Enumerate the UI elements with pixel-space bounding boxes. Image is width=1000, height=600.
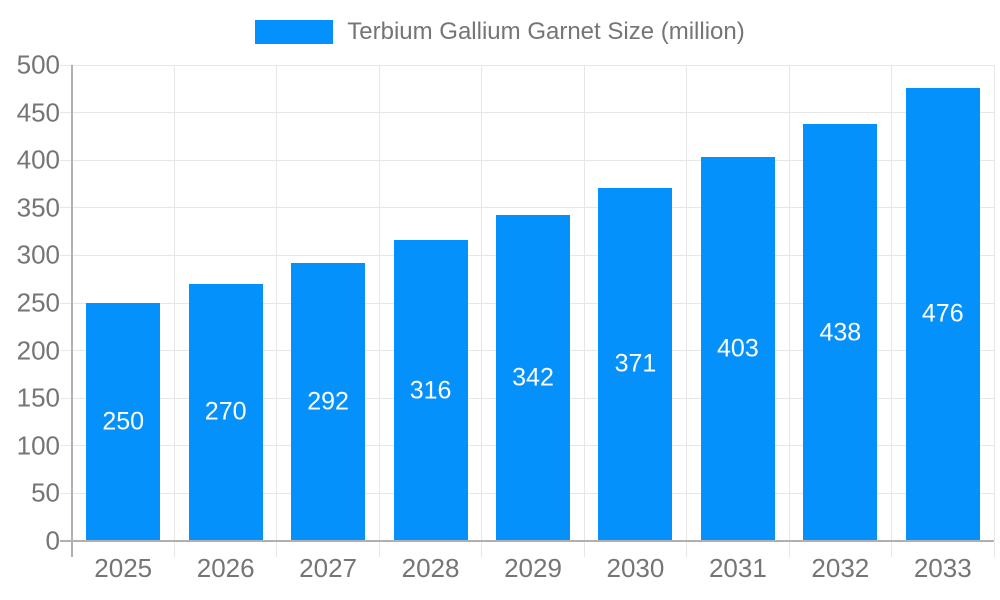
x-axis-label: 2025 — [94, 553, 153, 583]
bar[interactable]: 403 — [700, 157, 775, 541]
bar-value-label: 316 — [409, 376, 452, 405]
gridline-vertical — [378, 65, 380, 541]
gridline-vertical — [891, 65, 893, 541]
bar-value-label: 371 — [614, 349, 657, 378]
legend-swatch — [255, 20, 334, 44]
y-axis-tick — [60, 254, 72, 256]
y-axis-label: 50 — [31, 477, 60, 508]
bar-value-label: 292 — [307, 387, 349, 416]
x-axis-tick — [583, 542, 585, 557]
y-axis-tick — [60, 112, 72, 114]
x-axis-tick — [378, 542, 380, 557]
y-axis-tick — [60, 397, 72, 399]
gridline-vertical — [481, 65, 483, 541]
x-axis-line — [60, 540, 994, 542]
x-axis-label: 2027 — [299, 553, 358, 583]
y-axis-tick — [60, 159, 72, 161]
x-axis-label: 2029 — [504, 553, 562, 583]
legend-series-label: Terbium Gallium Garnet Size (million) — [347, 18, 745, 45]
bar[interactable]: 371 — [598, 187, 673, 541]
gridline-horizontal — [72, 64, 994, 66]
bar-value-label: 438 — [819, 318, 862, 347]
y-axis-tick — [60, 302, 72, 304]
y-axis-label: 250 — [16, 287, 60, 318]
x-axis-tick — [891, 542, 893, 557]
y-axis-label: 400 — [16, 144, 60, 175]
gridline-vertical — [788, 65, 790, 541]
gridline-vertical — [583, 65, 585, 541]
y-axis-line — [71, 65, 73, 557]
x-axis-tick — [173, 542, 175, 557]
plot-area: 250 270 292 316 342 371 403 438 476 — [60, 64, 995, 557]
x-axis-tick — [686, 542, 688, 557]
y-axis-tick — [60, 64, 72, 66]
gridline-horizontal — [72, 159, 994, 161]
y-axis-label: 200 — [16, 335, 60, 366]
y-axis-label: 300 — [16, 239, 60, 270]
x-axis-label: 2030 — [606, 553, 665, 583]
bar[interactable]: 292 — [291, 263, 366, 541]
y-axis-tick — [60, 445, 72, 447]
x-axis-tick — [788, 542, 790, 557]
gridline-horizontal — [72, 207, 994, 209]
x-axis-tick — [276, 542, 278, 557]
y-axis-label: 150 — [16, 382, 60, 413]
gridline-vertical — [276, 65, 278, 541]
x-axis-label: 2028 — [401, 553, 460, 583]
bar-value-label: 250 — [102, 407, 145, 436]
legend[interactable]: Terbium Gallium Garnet Size (million) — [0, 18, 1000, 46]
bar-value-label: 342 — [512, 363, 554, 392]
bar[interactable]: 438 — [803, 124, 878, 541]
bar-value-label: 270 — [204, 397, 247, 426]
y-axis-label: 500 — [16, 49, 60, 80]
x-axis-label: 2026 — [196, 553, 255, 583]
x-axis-label: 2031 — [708, 553, 767, 583]
gridline-horizontal — [72, 112, 994, 114]
bar[interactable]: 250 — [86, 303, 161, 541]
bar[interactable]: 476 — [905, 87, 980, 541]
gridline-vertical — [993, 65, 995, 541]
y-axis-label: 0 — [45, 525, 60, 556]
y-axis-tick — [60, 350, 72, 352]
y-axis-tick — [60, 492, 72, 494]
x-axis-label: 2032 — [811, 553, 870, 583]
y-axis-label: 350 — [16, 192, 60, 223]
x-axis-label: 2033 — [913, 553, 972, 583]
bar[interactable]: 270 — [188, 283, 263, 541]
gridline-vertical — [173, 65, 175, 541]
y-axis-label: 450 — [16, 97, 60, 128]
bar-value-label: 403 — [717, 334, 759, 363]
bar-value-label: 476 — [921, 299, 964, 328]
bar[interactable]: 342 — [496, 215, 570, 541]
y-axis-label: 100 — [16, 430, 60, 461]
gridline-vertical — [686, 65, 688, 541]
x-axis-tick — [993, 542, 995, 557]
bar[interactable]: 316 — [393, 240, 468, 541]
y-axis-tick — [60, 207, 72, 209]
x-axis-tick — [481, 542, 483, 557]
